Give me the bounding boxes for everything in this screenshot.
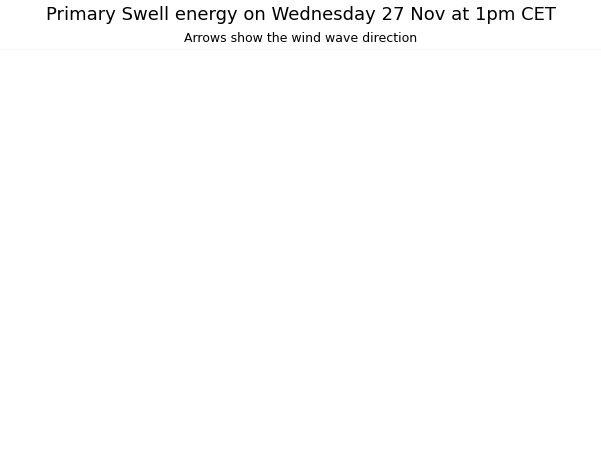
Text: Primary Swell energy on Wednesday 27 Nov at 1pm CET: Primary Swell energy on Wednesday 27 Nov… — [46, 6, 555, 24]
Text: Arrows show the wind wave direction: Arrows show the wind wave direction — [184, 32, 417, 46]
Text: cartopy required: cartopy required — [219, 254, 382, 272]
